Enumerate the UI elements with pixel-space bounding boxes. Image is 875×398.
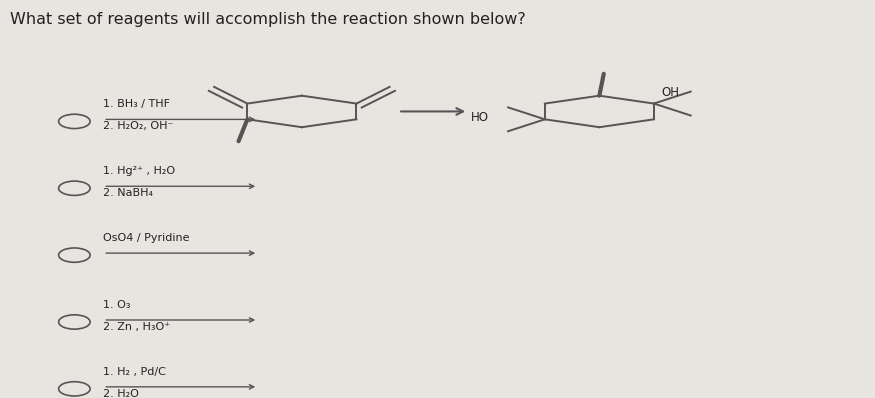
Text: 2. Zn , H₃O⁺: 2. Zn , H₃O⁺ [103, 322, 171, 332]
Text: 1. H₂ , Pd/C: 1. H₂ , Pd/C [103, 367, 166, 377]
Text: 1. O₃: 1. O₃ [103, 300, 130, 310]
Text: What set of reagents will accomplish the reaction shown below?: What set of reagents will accomplish the… [10, 12, 526, 27]
Text: HO: HO [471, 111, 488, 124]
Text: 2. H₂O₂, OH⁻: 2. H₂O₂, OH⁻ [103, 121, 173, 131]
Text: OH: OH [661, 86, 679, 99]
Text: 1. Hg²⁺ , H₂O: 1. Hg²⁺ , H₂O [103, 166, 175, 176]
Text: 1. BH₃ / THF: 1. BH₃ / THF [103, 100, 171, 109]
Text: 2. H₂O: 2. H₂O [103, 389, 139, 398]
Text: 2. NaBH₄: 2. NaBH₄ [103, 188, 153, 198]
Text: OsO4 / Pyridine: OsO4 / Pyridine [103, 233, 190, 243]
